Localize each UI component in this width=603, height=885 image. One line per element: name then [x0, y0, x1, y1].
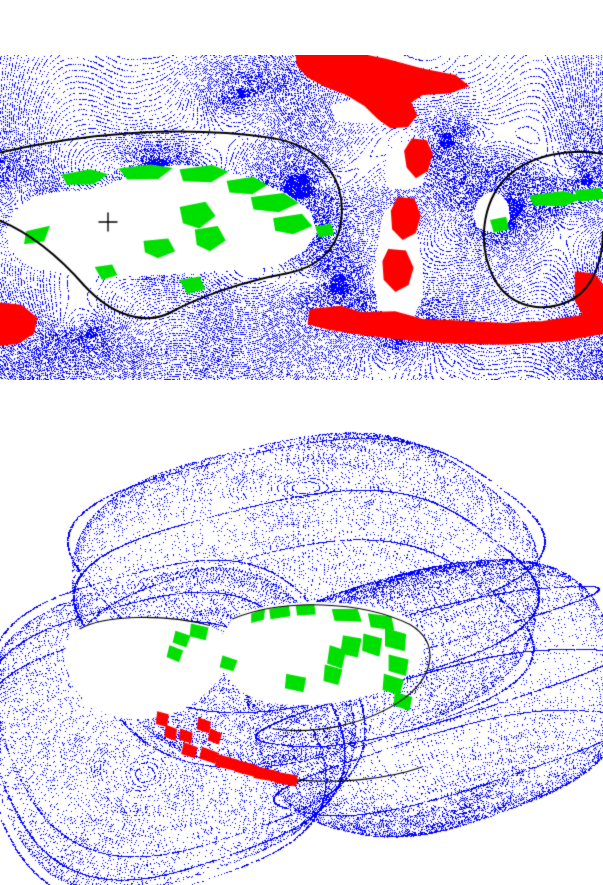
planar-field-canvas[interactable]	[0, 55, 603, 380]
planar-field-map-panel[interactable]	[0, 55, 603, 380]
three-d-surface-panel[interactable]	[0, 428, 603, 885]
three-d-surface-canvas[interactable]	[0, 428, 603, 885]
